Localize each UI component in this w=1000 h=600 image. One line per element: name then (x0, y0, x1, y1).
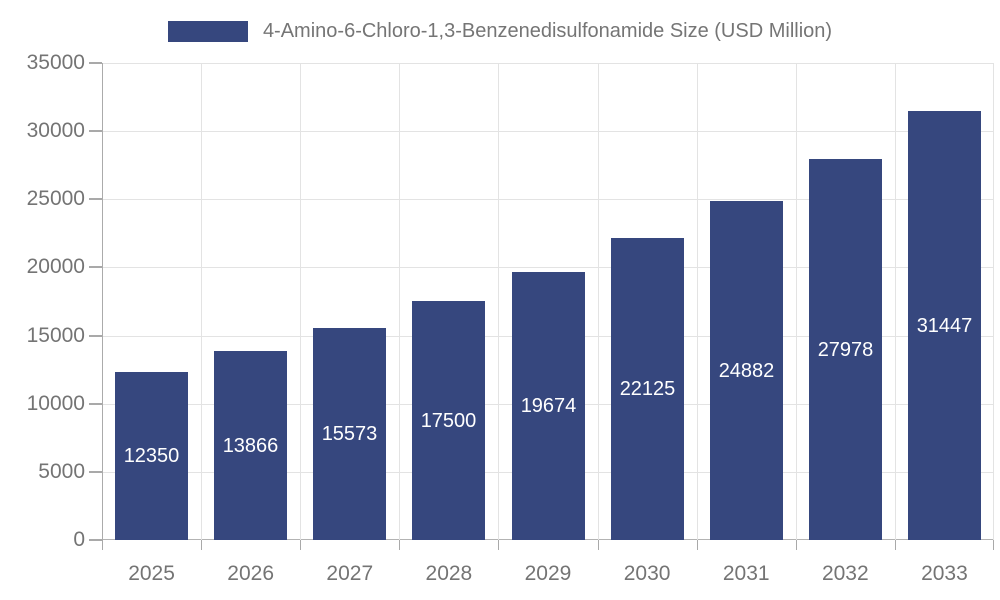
bar-value-label: 24882 (718, 359, 775, 382)
y-axis-tick (89, 62, 102, 64)
x-axis-tick-label: 2025 (128, 562, 175, 585)
gridline-vertical (993, 63, 994, 540)
y-axis-tick-label: 25000 (26, 187, 85, 211)
y-axis-tick (89, 402, 102, 405)
x-axis-tick (498, 540, 499, 550)
y-axis-tick (89, 470, 102, 473)
gridline-horizontal (102, 199, 994, 200)
x-axis-tick-label: 2032 (821, 562, 869, 585)
x-axis-tick (993, 540, 994, 550)
y-axis-tick-label: 20000 (26, 255, 85, 279)
gridline-vertical (796, 63, 797, 540)
bar[interactable]: 24882 (710, 201, 783, 540)
y-axis-tick-label: 5000 (38, 459, 85, 483)
gridline-vertical (498, 63, 499, 540)
gridline-horizontal (102, 63, 994, 64)
y-axis-tick-label: 35000 (26, 51, 85, 74)
chart-legend: 4-Amino-6-Chloro-1,3-Benzenedisulfonamid… (0, 16, 1000, 46)
x-axis-tick (300, 540, 301, 550)
y-axis-line (102, 63, 103, 540)
x-axis-tick (598, 540, 599, 550)
y-axis-tick (89, 130, 102, 133)
legend-item[interactable]: 4-Amino-6-Chloro-1,3-Benzenedisulfonamid… (167, 19, 833, 43)
x-axis-tick-label: 2030 (623, 562, 671, 585)
legend-label: 4-Amino-6-Chloro-1,3-Benzenedisulfonamid… (262, 19, 833, 42)
bar-value-label: 17500 (420, 409, 477, 432)
y-axis-tick (89, 539, 102, 541)
x-axis-tick-label: 2026 (227, 562, 275, 585)
x-axis-tick-label: 2033 (921, 562, 968, 585)
x-axis-tick (796, 540, 797, 550)
y-axis-tick-label: 30000 (26, 119, 85, 143)
x-axis-tick (102, 540, 103, 550)
plot-area: 12350 13866 15573 17500 19674 22125 24882 27978… (102, 63, 994, 540)
bar-value-label: 15573 (321, 423, 378, 445)
bar[interactable]: 17500 (412, 301, 485, 540)
y-axis-tick-label: 10000 (26, 391, 85, 415)
gridline-horizontal (102, 267, 994, 268)
bar-value-label: 19674 (520, 395, 577, 417)
x-axis-tick (697, 540, 698, 550)
bar[interactable]: 27978 (809, 159, 882, 540)
bar-value-label: 31447 (916, 314, 973, 337)
gridline-vertical (598, 63, 599, 540)
bar[interactable]: 13866 (214, 351, 287, 540)
bar-value-label: 22125 (619, 378, 676, 400)
x-axis-tick (895, 540, 896, 550)
bar[interactable]: 15573 (313, 328, 386, 540)
y-axis-tick-label: 0 (73, 528, 85, 551)
bar[interactable]: 12350 (115, 372, 188, 540)
y-axis-tick-label: 15000 (26, 323, 85, 347)
bar[interactable]: 22125 (611, 238, 684, 540)
x-axis-tick (399, 540, 400, 550)
bar-value-label: 13866 (222, 434, 279, 457)
bar[interactable]: 31447 (908, 111, 981, 540)
gridline-vertical (399, 63, 400, 540)
legend-swatch-icon (167, 20, 248, 42)
gridline-vertical (697, 63, 698, 540)
x-axis-tick-label: 2027 (326, 562, 374, 585)
gridline-horizontal (102, 131, 994, 132)
x-axis-tick-label: 2029 (524, 562, 572, 585)
bar[interactable]: 19674 (512, 272, 585, 540)
gridline-vertical (201, 63, 202, 540)
x-axis-tick (201, 540, 202, 550)
bar-value-label: 27978 (817, 338, 874, 361)
y-axis-tick (89, 334, 102, 337)
x-axis-tick-label: 2028 (425, 562, 473, 585)
bar-value-label: 12350 (123, 445, 180, 467)
gridline-vertical (300, 63, 301, 540)
y-axis-tick (89, 198, 102, 201)
x-axis-tick-label: 2031 (722, 562, 770, 585)
y-axis-tick (89, 266, 102, 269)
gridline-vertical (895, 63, 896, 540)
